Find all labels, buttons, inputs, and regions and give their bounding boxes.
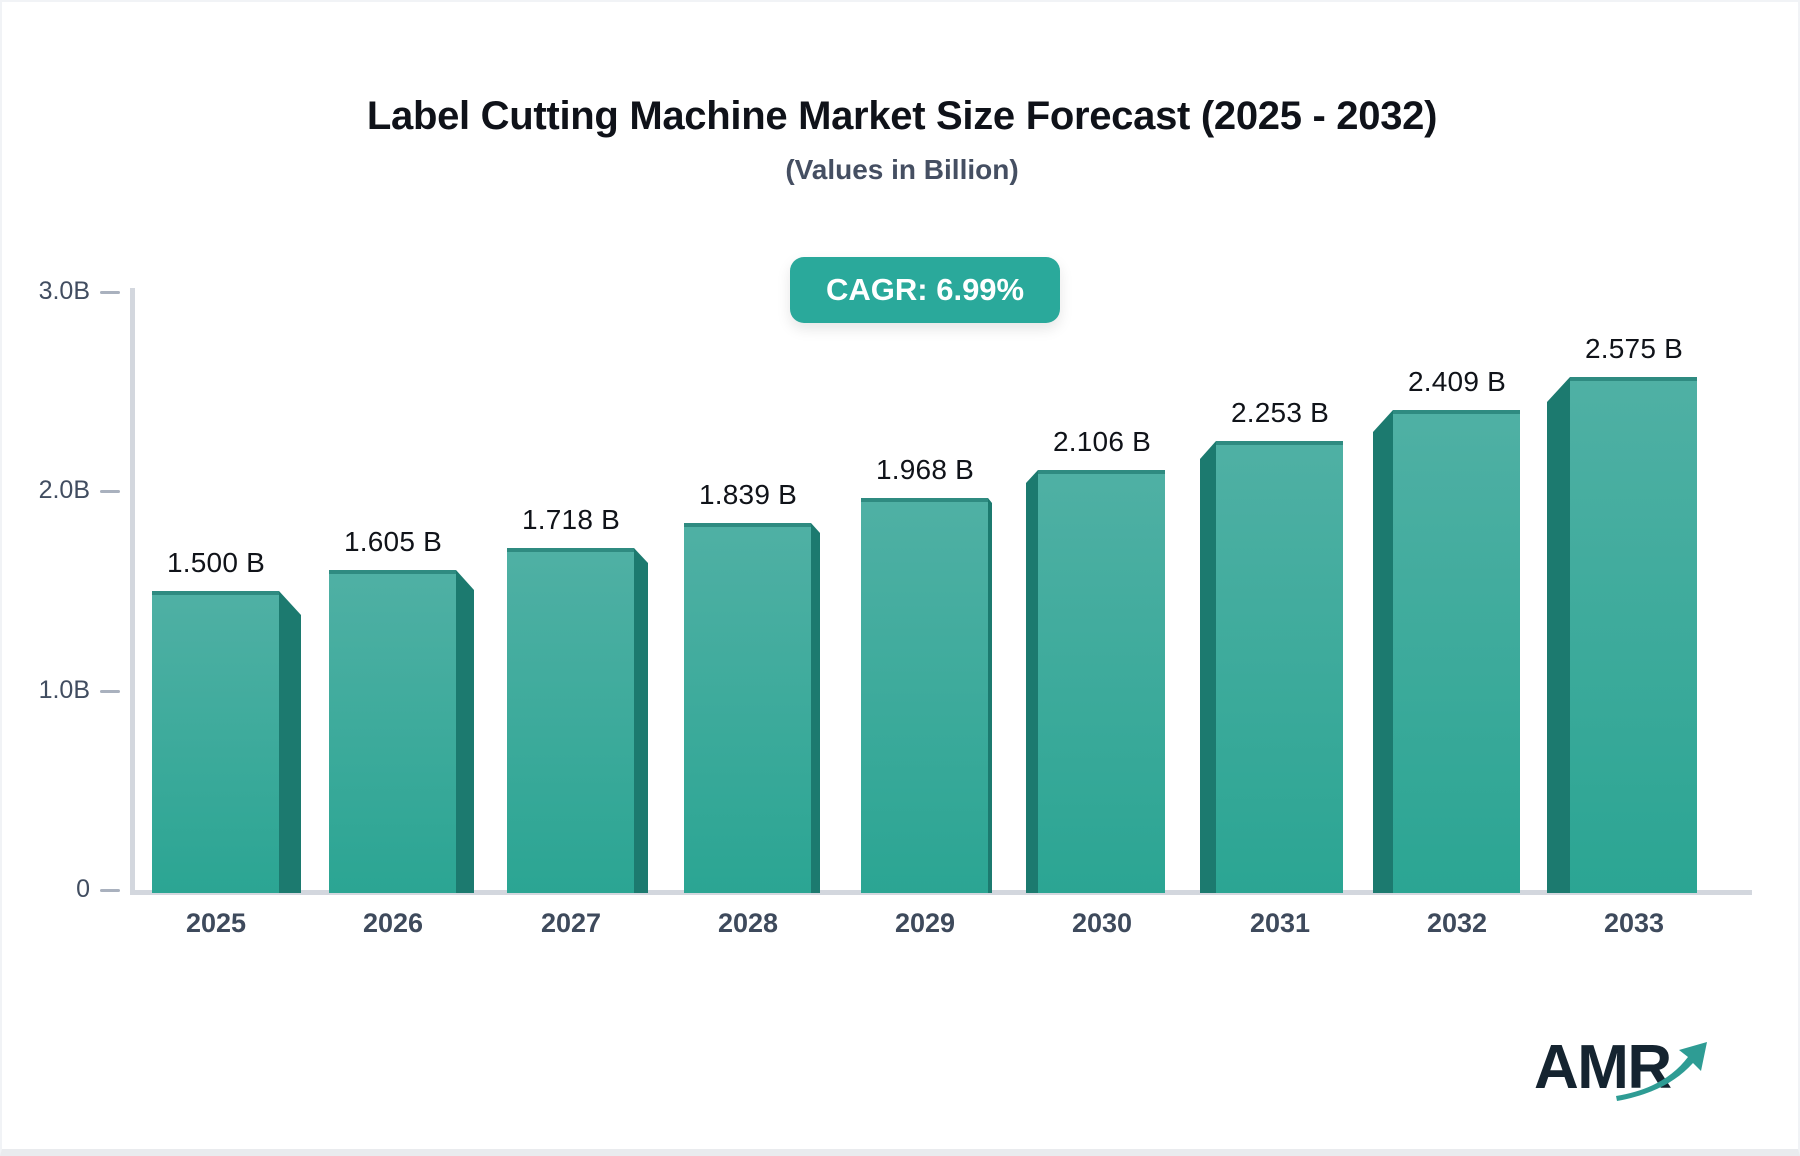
bar-value-label: 2.106 B (1053, 426, 1151, 457)
y-tick-mark (100, 690, 120, 693)
bar-value-label: 1.968 B (876, 454, 974, 485)
y-tick-label: 2.0B (38, 476, 90, 504)
x-category-label: 2030 (1071, 908, 1133, 938)
bar-value-label: 1.839 B (699, 479, 797, 510)
y-tick-label: 0 (76, 875, 90, 903)
y-tick-mark (100, 889, 120, 892)
bar-face (861, 498, 988, 893)
y-tick-label: 3.0B (38, 277, 90, 305)
x-category-label: 2031 (1249, 908, 1311, 938)
y-tick-mark (100, 490, 120, 493)
logo-arrow-icon (1616, 1042, 1707, 1101)
bar-side-panel (634, 548, 648, 893)
bar-side-panel (988, 498, 992, 893)
bar-side-panel (279, 591, 301, 893)
x-category-label: 2027 (540, 908, 602, 938)
y-tick-label: 1.0B (38, 676, 90, 704)
x-category-label: 2026 (362, 908, 424, 938)
y-tick-mark (100, 291, 120, 294)
chart-title: Label Cutting Machine Market Size Foreca… (366, 94, 1438, 138)
bar-side-panel (1547, 377, 1570, 893)
bar-side-panel (1373, 410, 1393, 893)
bar-face (1393, 410, 1520, 893)
bar-face (329, 570, 456, 893)
chart-subtitle: (Values in Billion) (785, 154, 1019, 185)
bar-face (1216, 441, 1343, 893)
bar-value-label: 2.253 B (1231, 397, 1329, 428)
amr-logo: AMR (1534, 1032, 1754, 1122)
x-category-label: 2025 (185, 908, 247, 938)
bar-face (684, 523, 811, 893)
x-category-label: 2032 (1426, 908, 1488, 938)
bar-value-label: 2.409 B (1408, 366, 1506, 397)
bar-face (152, 591, 279, 893)
x-category-label: 2033 (1603, 908, 1665, 938)
bar-side-panel (1200, 441, 1216, 893)
bar-face (1570, 377, 1697, 893)
y-axis-line (130, 288, 135, 894)
cagr-badge: CAGR: 6.99% (790, 257, 1061, 323)
bar-face (1038, 470, 1165, 893)
bar-side-panel (456, 570, 474, 893)
bar-face (507, 548, 634, 893)
bar-side-panel (1026, 470, 1038, 893)
bar-value-label: 1.500 B (167, 547, 265, 578)
bar-value-label: 1.605 B (344, 526, 442, 557)
bar-side-panel (811, 523, 820, 893)
x-category-label: 2029 (894, 908, 956, 938)
bar-value-label: 2.575 B (1585, 333, 1683, 364)
bar-value-label: 1.718 B (522, 504, 620, 535)
x-category-label: 2028 (717, 908, 779, 938)
